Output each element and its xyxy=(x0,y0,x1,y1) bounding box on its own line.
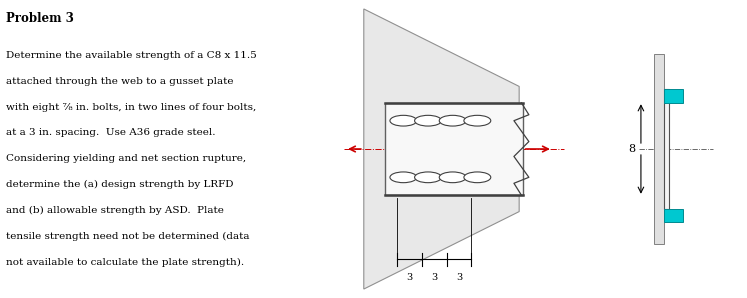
Text: attached through the web to a gusset plate: attached through the web to a gusset pla… xyxy=(6,77,234,86)
Circle shape xyxy=(464,115,491,126)
Bar xyxy=(664,209,683,222)
Text: and (b) allowable strength by ASD.  Plate: and (b) allowable strength by ASD. Plate xyxy=(6,206,224,215)
Circle shape xyxy=(439,115,466,126)
Text: determine the (a) design strength by LRFD: determine the (a) design strength by LRF… xyxy=(6,180,234,190)
Bar xyxy=(664,89,669,209)
Bar xyxy=(664,89,683,103)
Text: Determine the available strength of a C8 x 11.5: Determine the available strength of a C8… xyxy=(6,51,257,60)
Text: Considering yielding and net section rupture,: Considering yielding and net section rup… xyxy=(6,154,246,163)
Circle shape xyxy=(464,172,491,183)
Text: 3: 3 xyxy=(406,273,413,282)
Text: 3: 3 xyxy=(456,273,462,282)
Circle shape xyxy=(390,172,417,183)
Text: tensile strength need not be determined (data: tensile strength need not be determined … xyxy=(6,232,249,241)
Text: not available to calculate the plate strength).: not available to calculate the plate str… xyxy=(6,258,244,267)
Text: 3: 3 xyxy=(431,273,438,282)
Text: 8: 8 xyxy=(628,144,636,154)
Text: Problem 3: Problem 3 xyxy=(6,12,74,25)
Text: with eight ⅞ in. bolts, in two lines of four bolts,: with eight ⅞ in. bolts, in two lines of … xyxy=(6,103,256,111)
Text: at a 3 in. spacing.  Use A36 grade steel.: at a 3 in. spacing. Use A36 grade steel. xyxy=(6,128,215,137)
Circle shape xyxy=(390,115,417,126)
Circle shape xyxy=(439,172,466,183)
Circle shape xyxy=(415,115,441,126)
Bar xyxy=(654,54,664,244)
Bar xyxy=(385,103,523,195)
Polygon shape xyxy=(364,9,519,289)
Circle shape xyxy=(415,172,441,183)
